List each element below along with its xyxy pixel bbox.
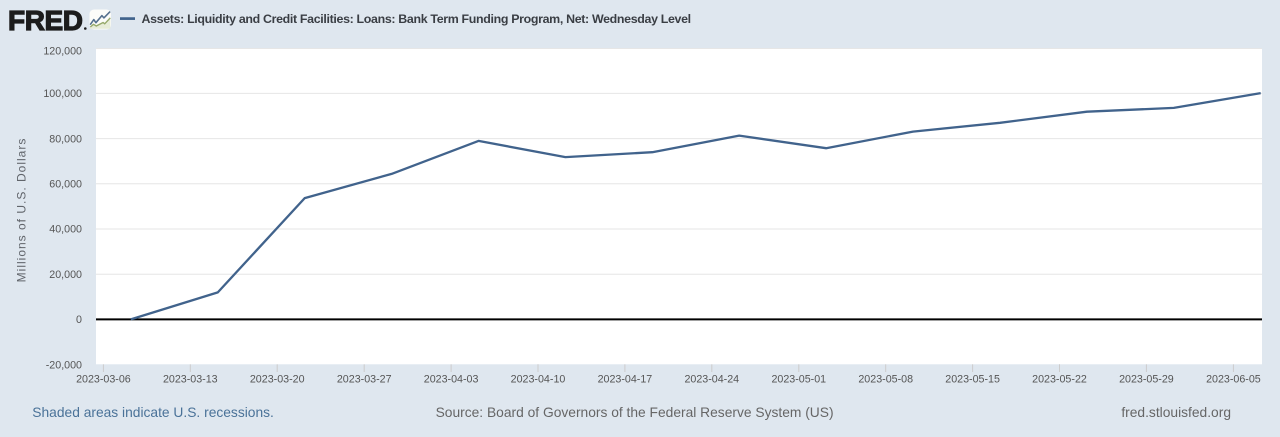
svg-text:fred.stlouisfed.org: fred.stlouisfed.org [1121, 405, 1231, 420]
svg-text:2023-05-08: 2023-05-08 [858, 374, 913, 386]
svg-text:2023-03-27: 2023-03-27 [337, 374, 392, 386]
svg-text:40,000: 40,000 [49, 224, 82, 236]
svg-text:Assets: Liquidity and Credit F: Assets: Liquidity and Credit Facilities:… [142, 12, 691, 26]
svg-text:2023-05-29: 2023-05-29 [1119, 374, 1174, 386]
svg-text:Shaded areas indicate U.S. rec: Shaded areas indicate U.S. recessions. [32, 405, 274, 420]
svg-text:60,000: 60,000 [49, 179, 82, 191]
svg-text:-20,000: -20,000 [46, 359, 82, 371]
svg-text:2023-03-13: 2023-03-13 [163, 374, 218, 386]
svg-text:2023-04-17: 2023-04-17 [598, 374, 653, 386]
svg-text:2023-04-24: 2023-04-24 [684, 374, 739, 386]
svg-text:Source: Board of Governors of: Source: Board of Governors of the Federa… [436, 405, 834, 420]
svg-text:2023-03-06: 2023-03-06 [76, 374, 131, 386]
svg-text:2023-04-03: 2023-04-03 [424, 374, 479, 386]
svg-text:120,000: 120,000 [43, 46, 82, 58]
svg-text:2023-05-15: 2023-05-15 [945, 374, 1000, 386]
svg-text:0: 0 [76, 314, 82, 326]
svg-text:Millions of U.S. Dollars: Millions of U.S. Dollars [15, 138, 29, 283]
svg-text:20,000: 20,000 [49, 269, 82, 281]
svg-text:100,000: 100,000 [43, 88, 82, 100]
svg-text:2023-06-05: 2023-06-05 [1206, 374, 1261, 386]
svg-text:2023-03-20: 2023-03-20 [250, 374, 305, 386]
svg-text:FRED: FRED [8, 5, 83, 36]
svg-text:2023-05-01: 2023-05-01 [771, 374, 826, 386]
svg-text:80,000: 80,000 [49, 133, 82, 145]
svg-text:2023-04-10: 2023-04-10 [511, 374, 566, 386]
svg-text:2023-05-22: 2023-05-22 [1032, 374, 1087, 386]
